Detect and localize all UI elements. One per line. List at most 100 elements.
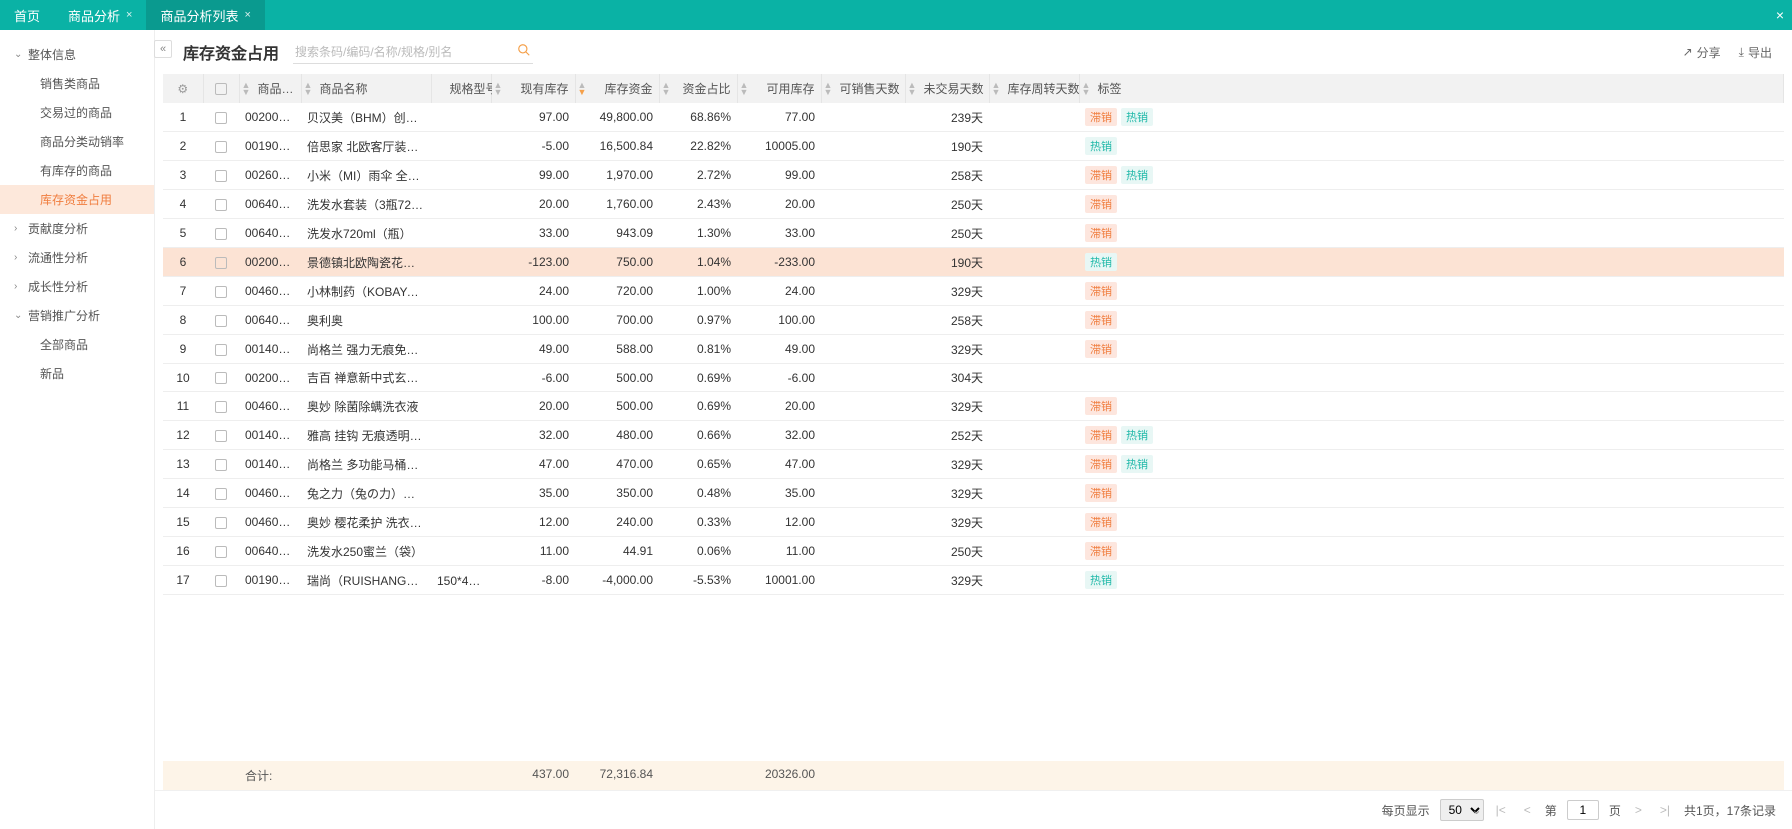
tag-slow: 滞销 [1085,311,1117,329]
cell-idx: 3 [163,161,203,190]
cell-checkbox[interactable] [203,190,239,219]
col-notx[interactable]: ▲▼未交易天数 [905,74,989,103]
table-row[interactable]: 14004600…兔之力（兔の力）粘毛器粘35.00350.000.48%35.… [163,479,1784,508]
cell-notx: 258天 [905,161,989,190]
sidebar-group[interactable]: ›流通性分析 [0,243,154,272]
sidebar-group[interactable]: ›贡献度分析 [0,214,154,243]
sidebar-group[interactable]: ›成长性分析 [0,272,154,301]
share-button[interactable]: ↗ 分享 [1683,44,1721,61]
cell-fund: 1,970.00 [575,161,659,190]
page-prev-button[interactable]: < [1520,803,1535,817]
cell-checkbox[interactable] [203,132,239,161]
sidebar-group[interactable]: ⌄营销推广分析 [0,301,154,330]
col-checkbox-all[interactable] [203,74,239,103]
search-icon[interactable] [517,43,531,60]
sidebar-item[interactable]: 有库存的商品 [0,156,154,185]
table-row[interactable]: 6002000…景德镇北欧陶瓷花瓶摆件 优-123.00750.001.04%-… [163,248,1784,277]
cell-checkbox[interactable] [203,421,239,450]
sidebar-item[interactable]: 库存资金占用 [0,185,154,214]
tag-slow: 滞销 [1085,542,1117,560]
cell-tags: 滞销 [1079,219,1784,248]
table-row[interactable]: 10002000…吉百 禅意新中式玄关摆件客-6.00500.000.69%-6… [163,364,1784,392]
close-icon[interactable]: × [126,9,132,21]
cell-tags: 滞销热销 [1079,421,1784,450]
page-prefix: 第 [1545,802,1557,819]
cell-checkbox[interactable] [203,277,239,306]
col-stock[interactable]: ▲▼现有库存 [491,74,575,103]
col-settings[interactable]: ⚙ [163,74,203,103]
table-row[interactable]: 4006400…洗发水套装（3瓶720ml+1）20.001,760.002.4… [163,190,1784,219]
page-size-select[interactable]: 50 [1440,799,1484,821]
cell-idx: 11 [163,392,203,421]
cell-checkbox[interactable] [203,479,239,508]
page-suffix: 页 [1609,802,1621,819]
table-row[interactable]: 16006400…洗发水250蜜兰（袋）11.0044.910.06%11.00… [163,537,1784,566]
page-last-button[interactable]: >| [1656,803,1674,817]
cell-notx: 329天 [905,450,989,479]
cell-checkbox[interactable] [203,450,239,479]
col-avail[interactable]: ▲▼可用库存 [737,74,821,103]
table-row[interactable]: 3002600…小米（MI）雨伞 全自动折叠99.001,970.002.72%… [163,161,1784,190]
cell-idx: 12 [163,421,203,450]
sidebar-item[interactable]: 交易过的商品 [0,98,154,127]
table-row[interactable]: 17001900…瑞尚（RUISHANG）卧室门150*40厘米-8.00-4,… [163,566,1784,595]
table-row[interactable]: 9001400…尚格兰 强力无痕免打孔浴室49.00588.000.81%49.… [163,335,1784,364]
cell-stock: 20.00 [491,392,575,421]
col-turn[interactable]: ▲▼库存周转天数 [989,74,1079,103]
chevron-right-icon: › [14,223,24,234]
page-first-button[interactable]: |< [1492,803,1510,817]
nav-close-all-icon[interactable]: × [1776,0,1784,30]
page-number-input[interactable] [1567,800,1599,820]
table-row[interactable]: 13001400…尚格兰 多功能马桶刷套装 厕47.00470.000.65%4… [163,450,1784,479]
table-row[interactable]: 11004600…奥妙 除菌除螨洗衣液20.00500.000.69%20.00… [163,392,1784,421]
nav-tab[interactable]: 商品分析列表× [146,0,264,30]
cell-checkbox[interactable] [203,103,239,132]
col-fund[interactable]: ▲▼库存资金 [575,74,659,103]
table-row[interactable]: 12001400…雅高 挂钩 无痕透明粘钩 强32.00480.000.66%3… [163,421,1784,450]
col-tag[interactable]: ▲▼标签 [1079,74,1784,103]
export-button[interactable]: ⤓ 导出 [1739,44,1772,61]
cell-fund: 480.00 [575,421,659,450]
cell-checkbox[interactable] [203,392,239,421]
table-row[interactable]: 15004600…奥妙 樱花柔护 洗衣凝珠 1012.00240.000.33%… [163,508,1784,537]
cell-checkbox[interactable] [203,566,239,595]
table-row[interactable]: 1002000…贝汉美（BHM）创意北欧风97.0049,800.0068.86… [163,103,1784,132]
sidebar-item[interactable]: 全部商品 [0,330,154,359]
cell-checkbox[interactable] [203,248,239,277]
col-saledays[interactable]: ▲▼可销售天数 [821,74,905,103]
top-nav: 首页商品分析×商品分析列表× × [0,0,1792,30]
cell-spec [431,103,491,132]
table-row[interactable]: 7004600…小林制药（KOBAYASHI）日24.00720.001.00%… [163,277,1784,306]
sidebar-item[interactable]: 新品 [0,359,154,388]
sidebar-item[interactable]: 销售类商品 [0,69,154,98]
sidebar-group[interactable]: ⌄整体信息 [0,40,154,69]
search-input[interactable] [293,41,533,64]
sidebar-item[interactable]: 商品分类动销率 [0,127,154,156]
nav-tab[interactable]: 首页 [0,0,54,30]
cell-checkbox[interactable] [203,219,239,248]
col-spec[interactable]: 规格型号 [431,74,491,103]
cell-checkbox[interactable] [203,364,239,392]
cell-code: 006400… [239,537,301,566]
cell-avail: 20.00 [737,392,821,421]
cell-checkbox[interactable] [203,508,239,537]
cell-checkbox[interactable] [203,161,239,190]
tag-slow: 滞销 [1085,282,1117,300]
cell-checkbox[interactable] [203,537,239,566]
table-row[interactable]: 8006400…奥利奥100.00700.000.97%100.00258天滞销 [163,306,1784,335]
cell-pct: 0.65% [659,450,737,479]
table-row[interactable]: 2001900…倍思家 北欧客厅装饰画卧室-5.0016,500.8422.82… [163,132,1784,161]
sidebar-collapse-button[interactable]: « [154,40,172,58]
cell-checkbox[interactable] [203,335,239,364]
cell-tags: 热销 [1079,566,1784,595]
page-next-button[interactable]: > [1631,803,1646,817]
table-row[interactable]: 5006400…洗发水720ml（瓶）33.00943.091.30%33.00… [163,219,1784,248]
col-pct[interactable]: ▲▼资金占比 [659,74,737,103]
cell-turn [989,277,1079,306]
col-code[interactable]: ▲▼商品… [239,74,301,103]
close-icon[interactable]: × [244,9,250,21]
nav-tab[interactable]: 商品分析× [54,0,146,30]
cell-checkbox[interactable] [203,306,239,335]
sidebar-group-label: 整体信息 [28,46,76,63]
col-name[interactable]: ▲▼商品名称 [301,74,431,103]
